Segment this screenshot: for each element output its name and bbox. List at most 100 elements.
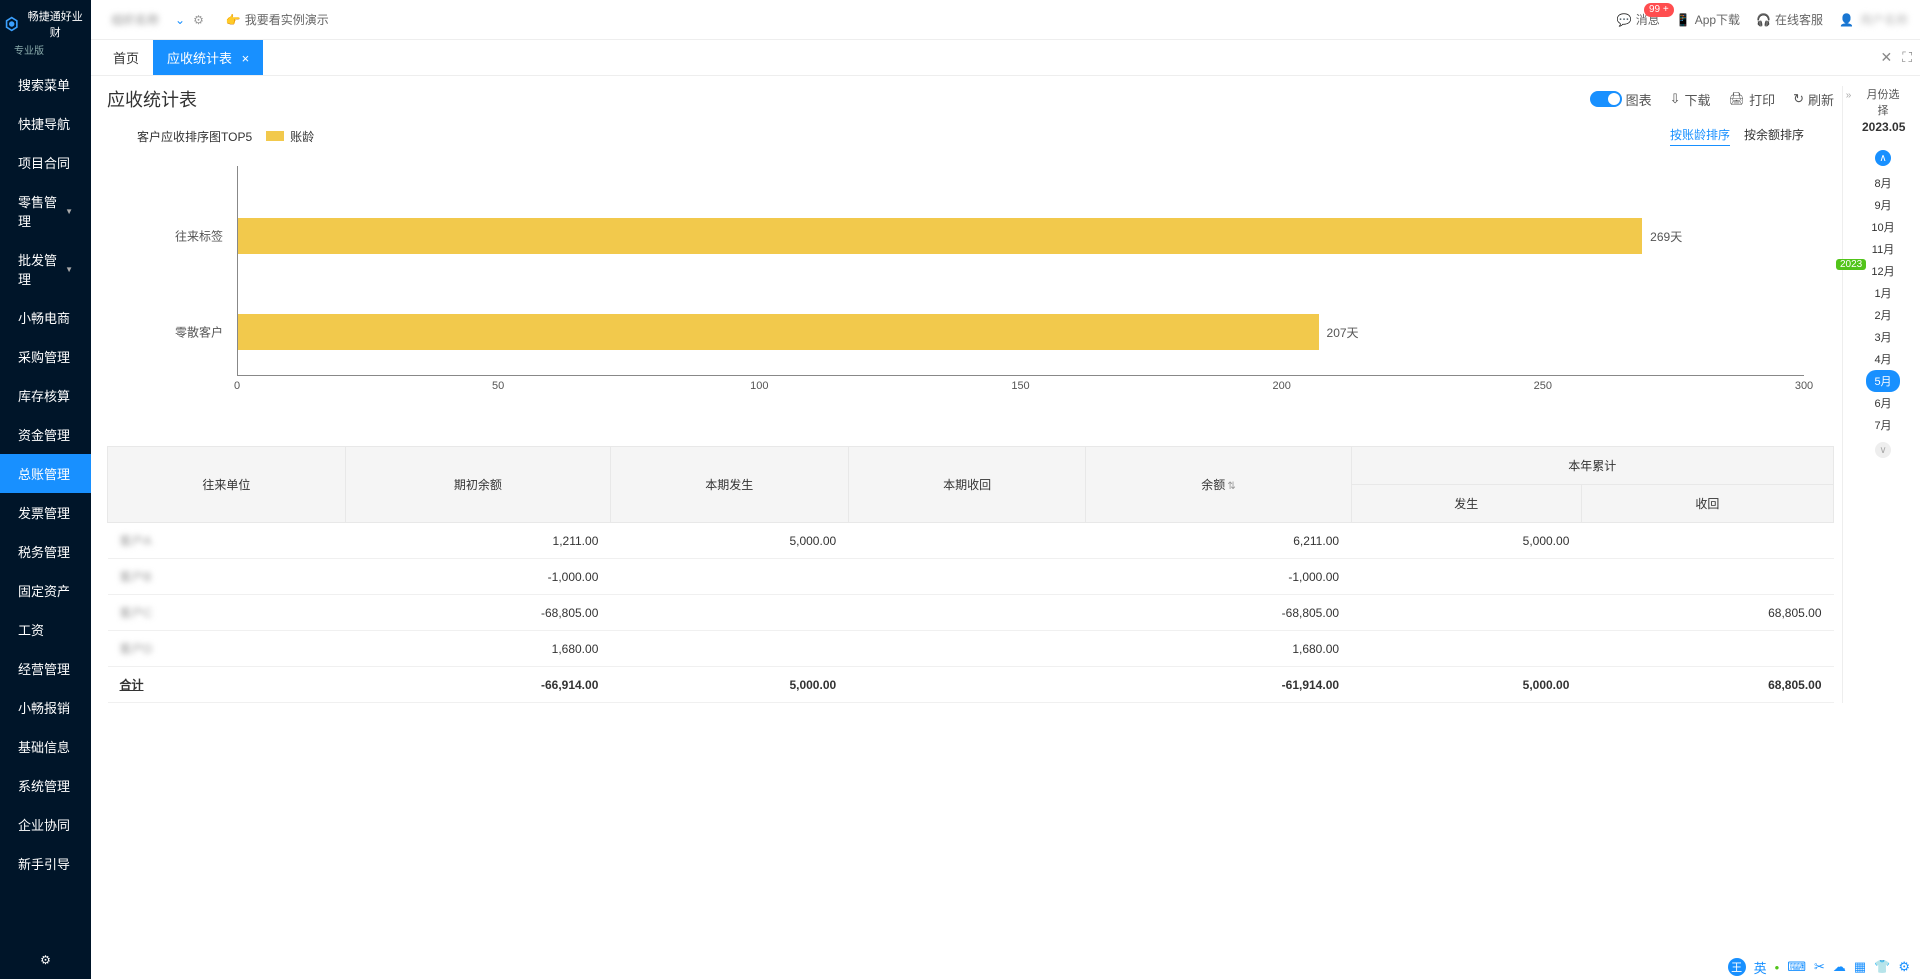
chart-bar[interactable]: [238, 218, 1642, 254]
sort-icon[interactable]: ⇅: [1227, 481, 1235, 492]
fullscreen-icon[interactable]: ⛶: [1902, 49, 1912, 66]
messages-link[interactable]: 💬 消息 99 +: [1617, 11, 1660, 28]
taskbar-cloud-icon[interactable]: ☁: [1833, 959, 1846, 975]
taskbar-keyboard-icon[interactable]: ⌨: [1787, 959, 1806, 975]
month-nav-up-icon[interactable]: ∧: [1875, 150, 1891, 166]
table-row[interactable]: 客户A1,211.005,000.006,211.005,000.00: [108, 523, 1834, 559]
sidebar-item-7[interactable]: 库存核算: [0, 376, 91, 415]
sidebar-item-16[interactable]: 基础信息: [0, 727, 91, 766]
chart-x-tick: 200: [1272, 380, 1290, 392]
sidebar-item-12[interactable]: 固定资产: [0, 571, 91, 610]
sidebar-item-2[interactable]: 项目合同: [0, 143, 91, 182]
ime-indicator[interactable]: 王: [1728, 958, 1746, 976]
col-ytd: 本年累计: [1351, 447, 1833, 485]
month-item[interactable]: 3月: [1862, 326, 1904, 348]
sidebar-item-15[interactable]: 小畅报销: [0, 688, 91, 727]
taskbar-dot-icon[interactable]: •: [1775, 960, 1780, 975]
taskbar-gear-icon[interactable]: ⚙: [1898, 959, 1910, 975]
col-balance[interactable]: 余额⇅: [1086, 447, 1351, 523]
table-cell: [610, 631, 848, 667]
sidebar-item-1[interactable]: 快捷导航: [0, 104, 91, 143]
close-icon[interactable]: ×: [242, 51, 250, 66]
sidebar-item-9[interactable]: 总账管理: [0, 454, 91, 493]
org-selector[interactable]: 组织名称: [103, 9, 167, 30]
sidebar-item-14[interactable]: 经营管理: [0, 649, 91, 688]
sidebar-item-5[interactable]: 小畅电商: [0, 298, 91, 337]
toggle-label: 图表: [1626, 90, 1652, 109]
month-item[interactable]: 1月: [1862, 282, 1904, 304]
taskbar-person-icon[interactable]: 👕: [1874, 959, 1890, 975]
sidebar-item-10[interactable]: 发票管理: [0, 493, 91, 532]
month-item[interactable]: 11月: [1862, 238, 1904, 260]
sidebar-item-label: 新手引导: [18, 854, 70, 873]
service-link[interactable]: 🎧 在线客服: [1756, 11, 1823, 28]
sort-by-age[interactable]: 按账龄排序: [1670, 126, 1730, 146]
table-cell: [610, 595, 848, 631]
table-cell: -61,914.00: [1086, 667, 1351, 703]
month-item[interactable]: 10月: [1862, 216, 1904, 238]
month-item[interactable]: 7月: [1862, 414, 1904, 436]
download-button[interactable]: ⇩ 下载: [1670, 90, 1711, 109]
sidebar-item-3[interactable]: 零售管理▼: [0, 182, 91, 240]
month-item[interactable]: 8月: [1862, 172, 1904, 194]
taskbar-scissor-icon[interactable]: ✂: [1814, 959, 1825, 975]
sidebar-item-label: 采购管理: [18, 347, 70, 366]
month-item[interactable]: 4月: [1862, 348, 1904, 370]
receivables-table: 往来单位 期初余额 本期发生 本期收回 余额⇅ 本年累计 发生 收回: [107, 446, 1834, 703]
table-row[interactable]: 客户D1,680.001,680.00: [108, 631, 1834, 667]
tab-receivables[interactable]: 应收统计表 ×: [153, 40, 263, 75]
month-item[interactable]: 2月: [1862, 304, 1904, 326]
sidebar-item-label: 零售管理: [18, 192, 65, 230]
phone-icon: 📱: [1676, 13, 1691, 27]
chevron-down-icon[interactable]: ⌄: [175, 13, 185, 27]
download-link[interactable]: 📱 App下载: [1676, 11, 1740, 28]
table-cell: -66,914.00: [345, 667, 610, 703]
table-row[interactable]: 客户C-68,805.00-68,805.0068,805.00: [108, 595, 1834, 631]
tab-close-all-icon[interactable]: ✕: [1880, 49, 1892, 66]
chart-title: 客户应收排序图TOP5: [137, 128, 252, 145]
sidebar-item-0[interactable]: 搜索菜单: [0, 65, 91, 104]
taskbar-grid-icon[interactable]: ▦: [1854, 959, 1866, 975]
table-cell: [1581, 631, 1833, 667]
org-settings-icon[interactable]: ⚙: [193, 13, 204, 27]
sidebar-item-13[interactable]: 工资: [0, 610, 91, 649]
refresh-button[interactable]: ↻ 刷新: [1793, 90, 1834, 109]
month-nav-down-icon[interactable]: ∨: [1875, 442, 1891, 458]
table-cell: [1351, 595, 1581, 631]
table-cell: [848, 595, 1086, 631]
chart-section: 客户应收排序图TOP5 账龄 按账龄排序 按余额排序: [107, 126, 1834, 416]
user-menu[interactable]: 👤 用户名称: [1839, 11, 1908, 28]
tab-home[interactable]: 首页: [99, 40, 153, 75]
month-item[interactable]: 6月: [1862, 392, 1904, 414]
month-item[interactable]: 9月: [1862, 194, 1904, 216]
sidebar-item-label: 总账管理: [18, 464, 70, 483]
month-item[interactable]: 12月: [1862, 260, 1904, 282]
table-cell: [1581, 559, 1833, 595]
ime-lang[interactable]: 英: [1754, 958, 1767, 977]
sidebar-item-19[interactable]: 新手引导: [0, 844, 91, 883]
chart-plot: 269天207天: [237, 166, 1804, 376]
toggle-switch[interactable]: [1590, 91, 1622, 107]
chart-bar[interactable]: [238, 314, 1319, 350]
sidebar-item-label: 资金管理: [18, 425, 70, 444]
print-button[interactable]: 🖨 打印: [1729, 90, 1776, 109]
sidebar-menu: 搜索菜单快捷导航项目合同零售管理▼批发管理▼小畅电商采购管理库存核算资金管理总账…: [0, 65, 91, 941]
sidebar-item-18[interactable]: 企业协同: [0, 805, 91, 844]
sidebar-item-17[interactable]: 系统管理: [0, 766, 91, 805]
sidebar-item-8[interactable]: 资金管理: [0, 415, 91, 454]
sort-by-amount[interactable]: 按余额排序: [1744, 126, 1804, 146]
chart-toggle[interactable]: 图表: [1590, 90, 1652, 109]
table-cell: 5,000.00: [1351, 667, 1581, 703]
sidebar-item-4[interactable]: 批发管理▼: [0, 240, 91, 298]
sidebar-item-6[interactable]: 采购管理: [0, 337, 91, 376]
table-row[interactable]: 客户B-1,000.00-1,000.00: [108, 559, 1834, 595]
collapse-handle[interactable]: »: [1842, 86, 1854, 703]
sidebar-item-label: 经营管理: [18, 659, 70, 678]
chart-bar-row: 269天: [238, 218, 1804, 254]
sidebar-settings[interactable]: ⚙: [0, 941, 91, 979]
sidebar-item-11[interactable]: 税务管理: [0, 532, 91, 571]
table-cell: -1,000.00: [345, 559, 610, 595]
demo-link[interactable]: 👉 我要看实例演示: [226, 11, 329, 28]
month-item[interactable]: 5月: [1866, 370, 1900, 392]
brand-edition: 专业版: [4, 42, 87, 57]
